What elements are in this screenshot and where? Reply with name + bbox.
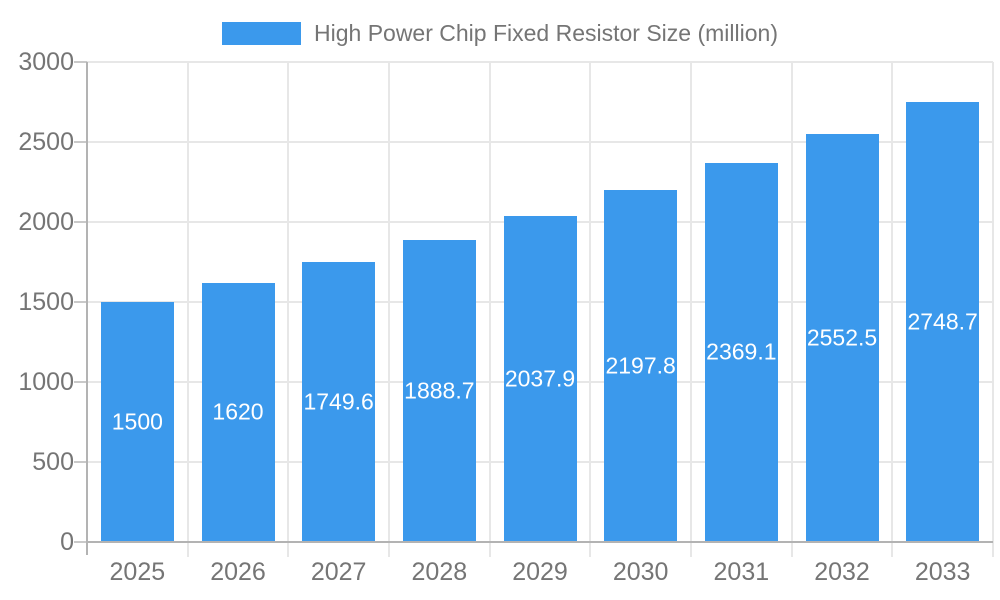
legend-label: High Power Chip Fixed Resistor Size (mil… [314,20,778,46]
x-axis-label: 2030 [612,558,669,586]
x-axis-label: 2028 [411,558,468,586]
y-axis-label: 500 [32,448,74,476]
x-axis-label: 2026 [210,558,266,586]
bar[interactable]: 1888.7 [402,239,476,542]
bar[interactable]: 2369.1 [704,162,778,542]
bar-value-label: 2197.8 [605,352,676,379]
y-axis-line [86,62,88,555]
y-axis-tick [74,461,87,463]
x-axis-label: 2029 [512,558,568,586]
y-axis-tick [74,301,87,303]
bar[interactable]: 2197.8 [604,190,678,542]
bar-value-label: 2552.5 [806,324,878,351]
gridline-vertical [790,62,793,557]
bar-value-label: 1620 [212,398,264,425]
x-axis-label: 2032 [814,558,870,586]
bar[interactable]: 1749.6 [302,262,376,542]
y-axis-label: 2500 [18,128,74,156]
y-axis-label: 0 [60,528,74,556]
x-axis-line [87,541,993,543]
gridline-vertical [488,62,491,557]
y-axis-tick [74,61,87,63]
bar-value-label: 1500 [111,408,163,435]
gridline-vertical [589,62,592,557]
y-axis-tick [74,381,87,383]
gridline-horizontal [87,61,993,63]
legend-swatch [222,22,301,45]
bar-value-label: 1749.6 [303,388,374,415]
y-axis-label: 3000 [18,48,74,76]
y-axis-tick [74,541,87,543]
gridline-vertical [287,62,290,557]
x-axis-label: 2027 [310,558,367,586]
gridline-horizontal [87,141,993,143]
bar-value-label: 2748.7 [907,308,978,335]
y-axis-tick [74,221,87,223]
bar[interactable]: 1620 [201,282,275,542]
x-axis-label: 2033 [914,558,971,586]
x-axis-label: 2025 [109,558,166,586]
plot-area: 1500 1620 1749.6 1888.7 2037.9 2197.8 2369.1 25… [87,61,994,557]
bar[interactable]: 1500 [100,302,174,542]
x-axis-label: 2031 [713,558,770,586]
y-axis-label: 1000 [18,368,74,396]
gridline-vertical [690,62,692,557]
legend[interactable]: High Power Chip Fixed Resistor Size (mil… [0,20,1000,47]
y-axis-label: 2000 [18,208,74,236]
gridline-vertical [388,62,390,557]
bar[interactable]: 2552.5 [805,133,879,542]
bar-value-label: 1888.7 [404,377,475,404]
bar-value-label: 2369.1 [706,338,777,365]
bar[interactable]: 2037.9 [503,215,577,542]
bar-value-label: 2037.9 [504,365,576,392]
y-axis-tick [74,141,87,143]
bar[interactable]: 2748.7 [906,102,980,542]
gridline-vertical [992,62,994,557]
y-axis-label: 1500 [18,288,74,316]
gridline-vertical [891,62,894,557]
gridline-vertical [186,62,189,557]
